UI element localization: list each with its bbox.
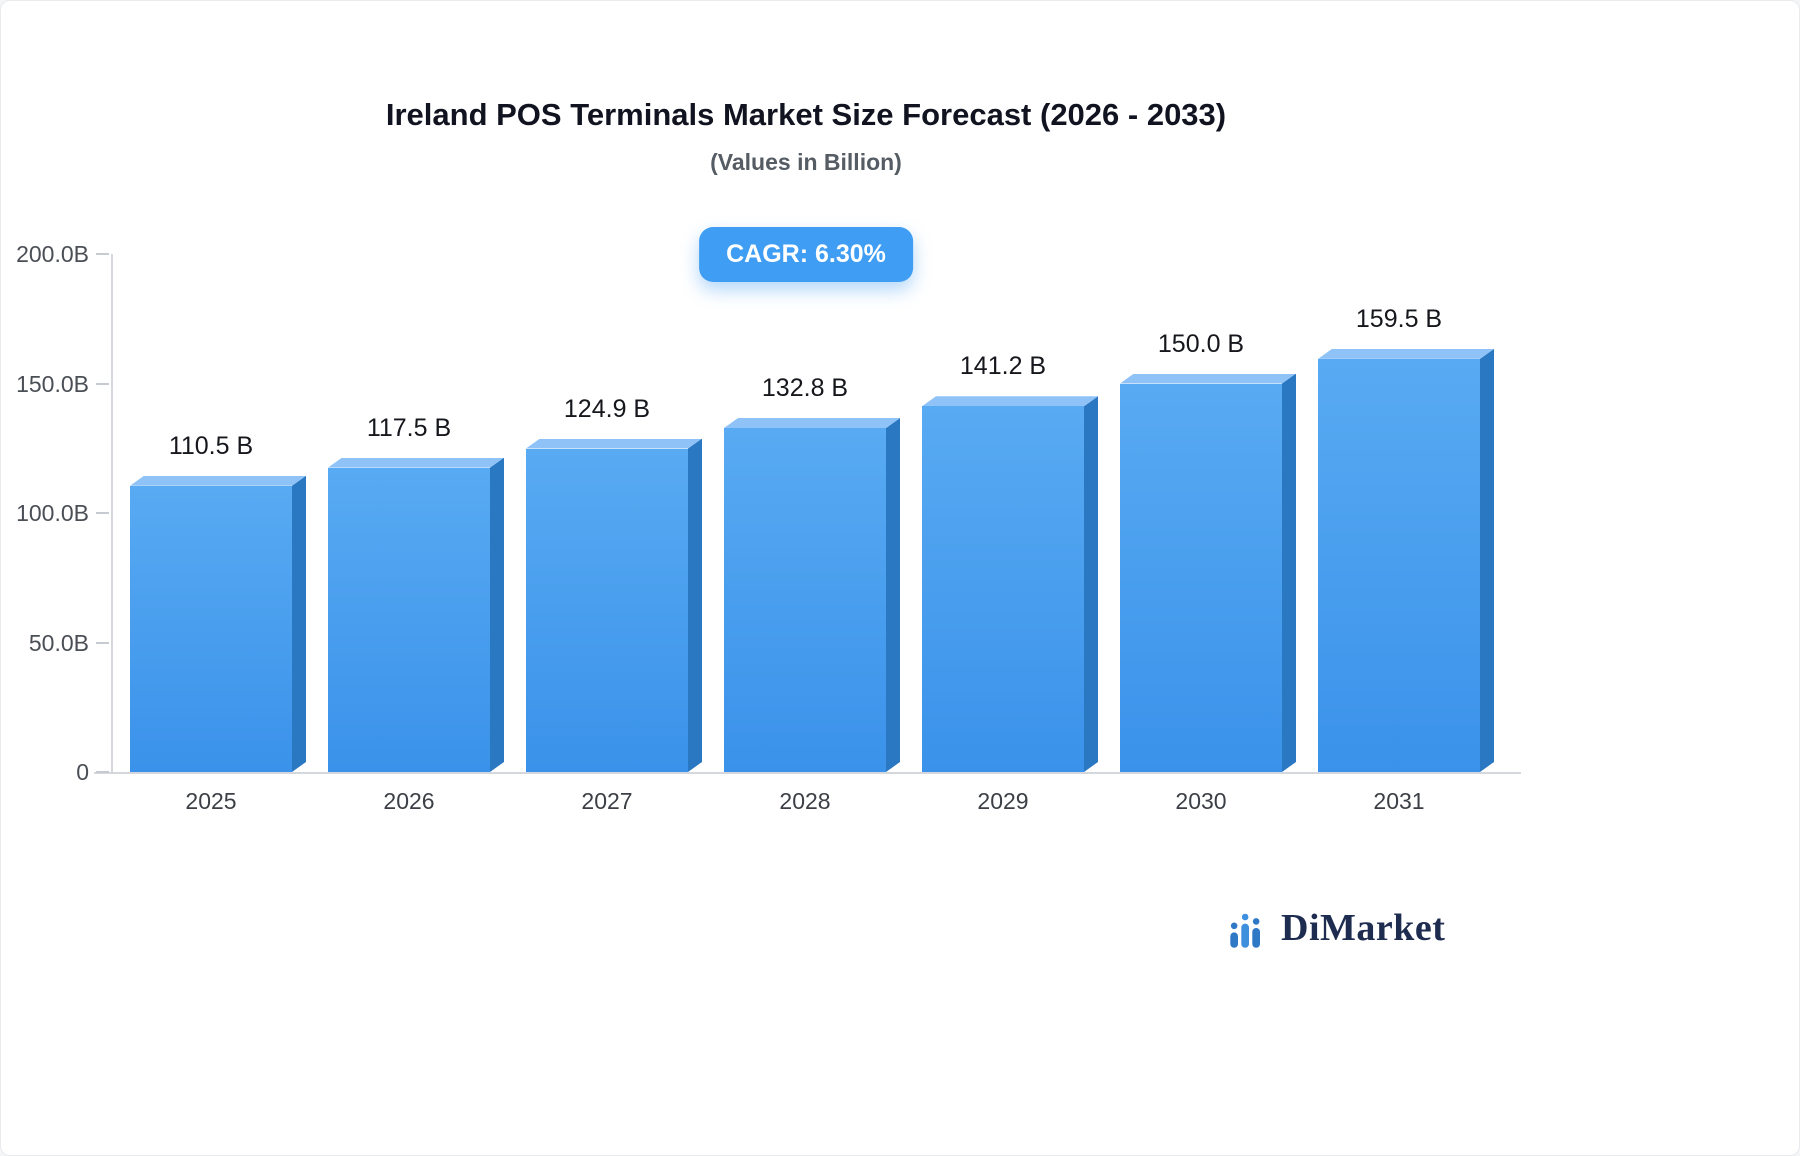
bar-value-label: 117.5 B [366,413,452,442]
chart-title: Ireland POS Terminals Market Size Foreca… [385,97,1227,132]
bar[interactable] [328,458,504,772]
y-axis-tick [96,641,109,644]
bar-side-face [292,476,306,772]
bar-value-label: 110.5 B [168,431,254,460]
bar-top-face [130,476,306,486]
bar-value-label: 132.8 B [761,374,849,403]
bar-side-face [886,418,900,772]
bar-top-face [1120,374,1296,384]
bar-value-label: 159.5 B [1355,304,1443,333]
y-axis-tick [96,382,109,385]
brand-logo-icon [1230,913,1260,948]
x-axis-label: 2030 [1175,788,1227,814]
x-axis-label: 2031 [1373,788,1425,814]
bar-front-face [724,428,886,772]
bar-side-face [1480,349,1494,772]
bar-value-label: 124.9 B [563,394,651,423]
bar-side-face [688,439,702,772]
bar-top-face [1318,349,1494,359]
brand-logo: DiMarket [1229,906,1445,950]
bar-front-face [328,467,490,772]
bar-top-face [526,439,702,449]
bar-side-face [490,458,504,772]
bar-side-face [1084,396,1098,772]
bar-side-face [1282,374,1296,773]
bar[interactable] [1120,374,1296,773]
x-axis-label: 2029 [977,788,1029,814]
bar-front-face [922,406,1084,772]
bar-top-face [724,418,900,428]
bar[interactable] [922,396,1098,772]
bar-top-face [328,458,504,468]
x-axis-label: 2026 [383,788,435,814]
x-axis-label: 2028 [779,788,831,814]
y-axis-label: 50.0B [28,629,89,656]
y-axis-tick [96,253,109,255]
y-axis-label: 200.0B [16,241,89,267]
bar[interactable] [526,439,702,772]
bar-value-label: 150.0 B [1157,329,1245,358]
y-axis-label: 100.0B [16,500,89,526]
bar-front-face [526,448,688,772]
y-axis-label: 0 [76,759,89,785]
bar-front-face [1120,383,1282,772]
x-axis-label: 2027 [581,788,633,814]
bar-front-face [1318,358,1480,772]
bar-front-face [130,485,292,772]
y-axis-tick [96,771,109,773]
y-axis-line [111,254,113,772]
brand-logo-text: DiMarket [1281,907,1446,949]
bar[interactable] [724,418,900,772]
x-axis-label: 2025 [185,788,237,814]
y-axis-tick [96,512,109,514]
bar[interactable] [130,476,306,772]
bar-top-face [922,396,1098,406]
bar-value-label: 141.2 B [959,352,1047,381]
y-axis-label: 150.0B [16,370,89,397]
x-axis-line [94,772,1521,774]
chart-subtitle: (Values in Billion) [710,149,902,175]
cagr-badge: CAGR: 6.30% [699,227,913,282]
bar[interactable] [1318,349,1494,772]
